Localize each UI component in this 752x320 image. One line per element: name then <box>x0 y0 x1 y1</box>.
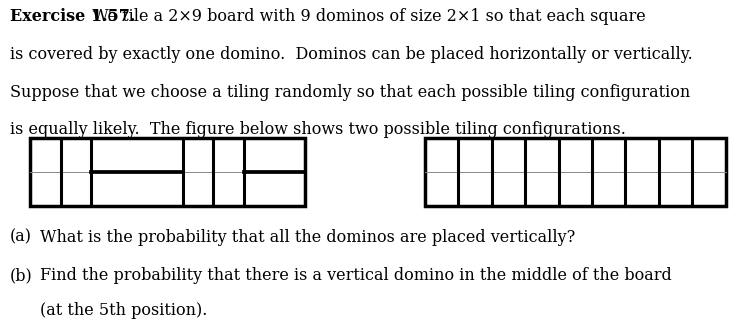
Text: What is the probability that all the dominos are placed vertically?: What is the probability that all the dom… <box>40 229 575 246</box>
Text: Exercise 1.57.: Exercise 1.57. <box>10 8 135 25</box>
Bar <box>425 138 726 206</box>
Text: is equally likely.  The figure below shows two possible tiling configurations.: is equally likely. The figure below show… <box>10 121 626 138</box>
Text: (a): (a) <box>10 229 32 246</box>
Bar <box>30 138 305 206</box>
Text: We tile a 2×9 board with 9 dominos of size 2×1 so that each square: We tile a 2×9 board with 9 dominos of si… <box>82 8 646 25</box>
Text: (at the 5th position).: (at the 5th position). <box>40 302 208 319</box>
Text: is covered by exactly one domino.  Dominos can be placed horizontally or vertica: is covered by exactly one domino. Domino… <box>10 46 693 63</box>
Text: Suppose that we choose a tiling randomly so that each possible tiling configurat: Suppose that we choose a tiling randomly… <box>10 84 690 100</box>
Text: (b): (b) <box>10 267 32 284</box>
Text: Find the probability that there is a vertical domino in the middle of the board: Find the probability that there is a ver… <box>40 267 672 284</box>
